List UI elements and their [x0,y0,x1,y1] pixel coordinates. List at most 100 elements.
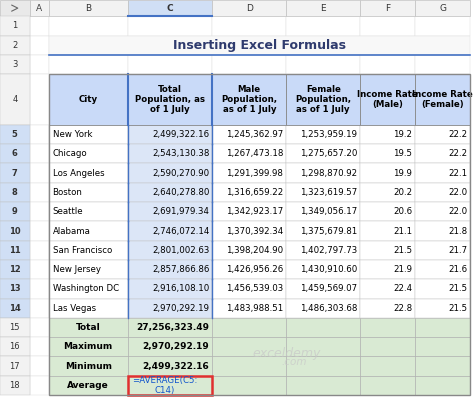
Text: Male
Population,
as of 1 July: Male Population, as of 1 July [221,85,277,114]
Bar [212,337,286,357]
Bar [360,144,415,164]
Text: 1,316,659.22: 1,316,659.22 [226,188,283,197]
Bar [0,164,29,183]
Bar [0,279,29,298]
Bar [0,357,29,376]
Bar [415,16,470,35]
Bar [128,202,212,221]
Text: 16: 16 [9,342,20,351]
Bar [286,318,360,337]
Bar [212,164,286,183]
Text: Minimum: Minimum [64,361,112,371]
Bar [48,35,470,55]
Text: San Francisco: San Francisco [53,246,112,255]
Bar [360,357,415,376]
Bar [128,241,212,260]
Bar [360,298,415,318]
Text: 2,970,292.19: 2,970,292.19 [143,342,210,351]
Text: 1,370,392.34: 1,370,392.34 [226,226,283,236]
Bar [212,357,286,376]
Bar [415,164,470,183]
Bar [29,318,48,337]
Bar [29,279,48,298]
Text: 21.5: 21.5 [448,285,467,293]
Bar [286,298,360,318]
Bar [48,55,128,74]
Text: 2,691,979.34: 2,691,979.34 [152,207,210,216]
Text: 19.2: 19.2 [393,130,412,139]
Bar [286,74,360,125]
Bar [415,55,470,74]
Text: 1,291,399.98: 1,291,399.98 [227,169,283,178]
Text: Washington DC: Washington DC [53,285,118,293]
Bar [360,16,415,35]
Bar [212,55,286,74]
Text: 19.5: 19.5 [393,149,412,158]
Bar [286,0,360,16]
Bar [0,55,29,74]
Text: 22.2: 22.2 [448,130,467,139]
Text: 1,342,923.17: 1,342,923.17 [226,207,283,216]
Bar [286,337,360,357]
Bar [286,125,360,144]
Text: 1,349,056.17: 1,349,056.17 [300,207,357,216]
Bar [415,298,470,318]
Text: 22.0: 22.0 [448,188,467,197]
Bar [212,0,286,16]
Text: C: C [167,4,173,13]
Bar [286,55,360,74]
Bar [48,125,128,144]
Bar [48,183,128,202]
Bar [48,74,128,125]
Text: exceldemy: exceldemy [252,347,320,360]
Bar [48,221,128,241]
Bar [0,318,29,337]
Text: 21.5: 21.5 [448,304,467,313]
Text: New Jersey: New Jersey [53,265,100,274]
Text: 21.1: 21.1 [393,226,412,236]
Text: 27,256,323.49: 27,256,323.49 [137,323,210,332]
Bar [128,144,212,164]
Text: 2,640,278.80: 2,640,278.80 [152,188,210,197]
Text: 17: 17 [9,361,20,371]
Text: 20.6: 20.6 [393,207,412,216]
Bar [0,0,29,16]
Text: 1,398,204.90: 1,398,204.90 [226,246,283,255]
Bar [128,55,212,74]
Text: 1,267,473.18: 1,267,473.18 [226,149,283,158]
Bar [29,376,48,395]
Text: 2,801,002.63: 2,801,002.63 [152,246,210,255]
Bar [29,35,48,55]
Bar [0,125,29,144]
Text: 22.2: 22.2 [448,149,467,158]
Text: 7: 7 [12,169,18,178]
Bar [415,357,470,376]
Bar [29,202,48,221]
Bar [0,241,29,260]
Bar [0,298,29,318]
Bar [128,221,212,241]
Bar [415,221,470,241]
Bar [360,74,415,125]
Text: 1,483,988.51: 1,483,988.51 [226,304,283,313]
Bar [286,260,360,279]
Text: 1,275,657.20: 1,275,657.20 [300,149,357,158]
Bar [212,298,286,318]
Bar [128,279,212,298]
Text: 21.5: 21.5 [393,246,412,255]
Text: Total: Total [76,323,100,332]
Bar [360,241,415,260]
Bar [128,74,212,125]
Bar [48,279,128,298]
Bar [286,183,360,202]
Bar [212,376,286,395]
Text: 22.4: 22.4 [393,285,412,293]
Bar [212,16,286,35]
Bar [48,144,128,164]
Bar [29,55,48,74]
Bar [286,16,360,35]
Text: 12: 12 [9,265,21,274]
Text: 10: 10 [9,226,20,236]
Bar [29,164,48,183]
Text: Inserting Excel Formulas: Inserting Excel Formulas [173,39,346,52]
